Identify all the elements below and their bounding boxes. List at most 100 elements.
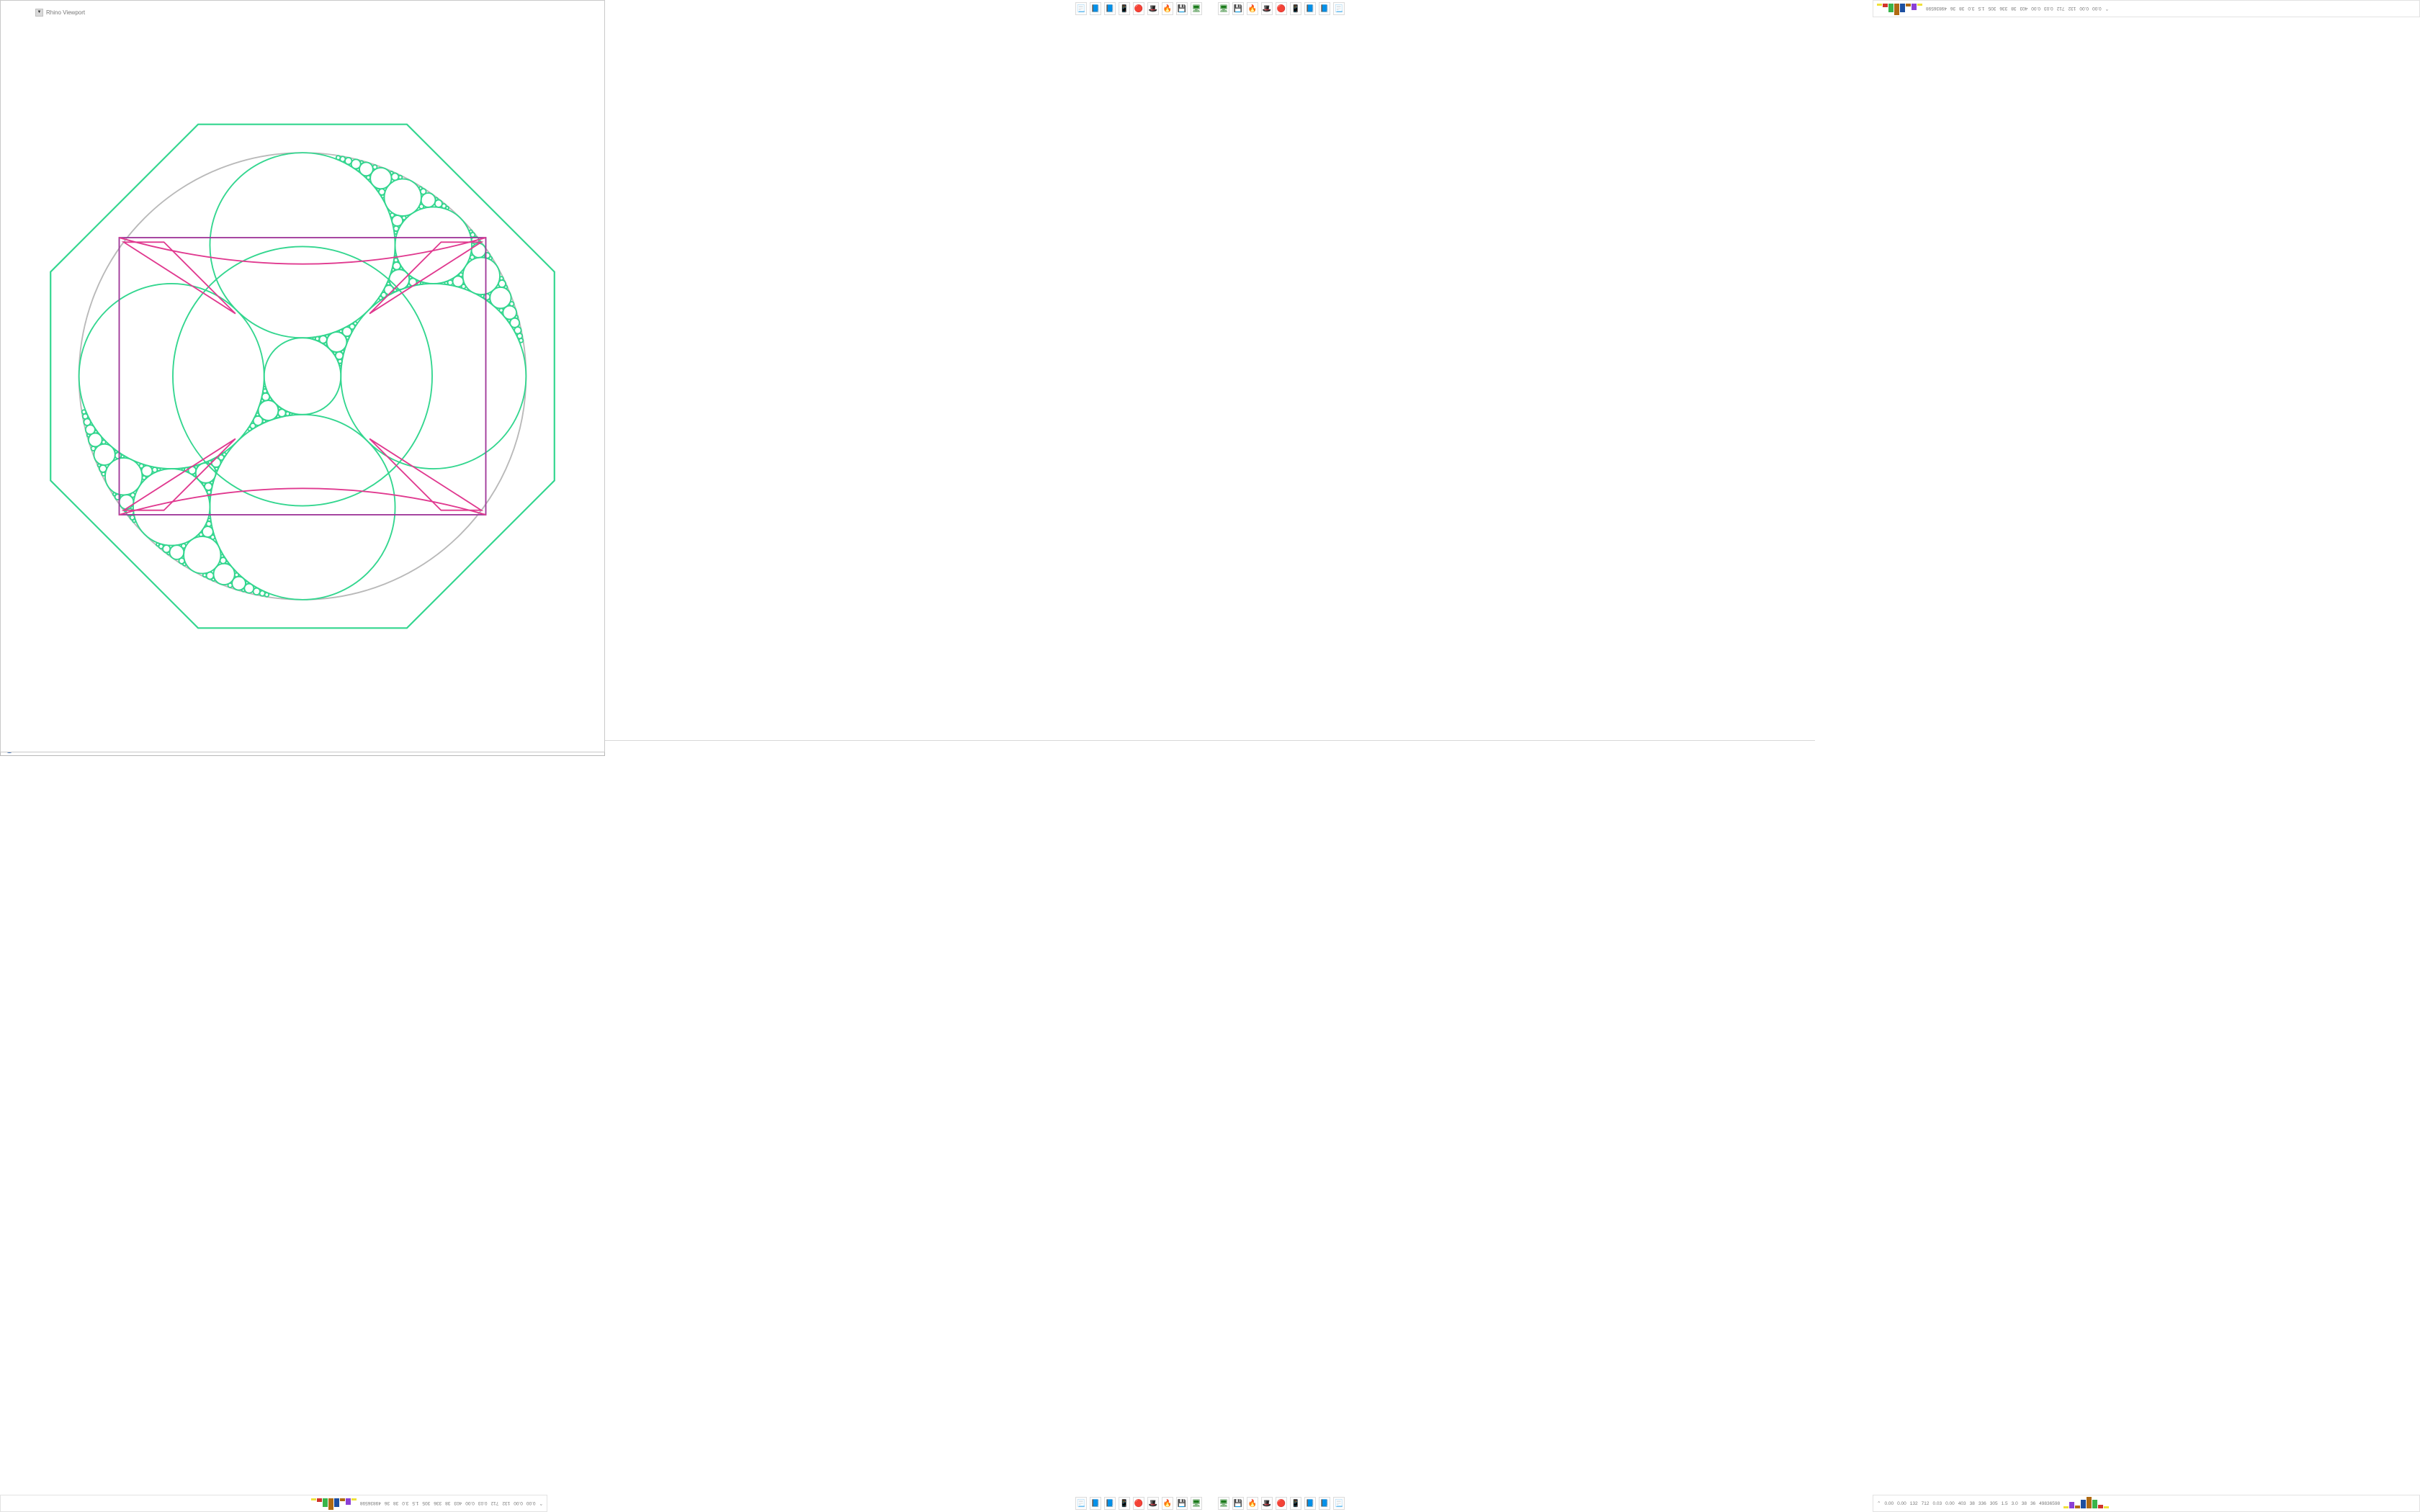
tray-stat-7: 38 [445,1500,451,1506]
tray-stat-13: 36 [384,1500,390,1506]
sparkline-bar [1894,4,1899,15]
tray-stat-8: 336 [1999,6,2008,12]
tray-stat-7: 38 [2011,6,2017,12]
taskbar-fire-icon-mirror[interactable]: 🔥 [1247,2,1258,15]
taskbar-calc-icon-mirror[interactable]: 📱 [1290,1497,1301,1510]
tray-stat-5: 0.00 [2031,6,2040,12]
tray-stat-3: 712 [1921,1500,1930,1506]
viewport-tab[interactable]: ▼ Rhino Viewport [35,8,86,17]
taskbar-green-terminal-icon-mirror[interactable]: 🖥 [1218,1497,1229,1510]
outer-hull [50,123,555,629]
system-tray-bottom-left[interactable]: ⌃ 0.00 0.00 132 712 0.03 0.00 403 38 336 305 1.5 3.0… [0,1495,547,1512]
taskbar-docs2-icon[interactable]: 📘 [1104,2,1116,15]
tray-stat-10: 1.5 [412,1500,419,1506]
taskbar-red-app-icon[interactable]: 🔴 [1133,2,1144,15]
tray-stat-7: 38 [1969,1500,1975,1506]
tray-expand-icon[interactable]: ⌃ [539,1500,543,1506]
tray-stat-12: 38 [1959,6,1965,12]
sparkline-bar [2092,1500,2098,1508]
sparkline-bar [316,1498,322,1502]
tray-sparkline [2063,1497,2110,1508]
taskbar-notes-icon-mirror[interactable]: 📃 [1333,1497,1345,1510]
system-tray-bottom-right[interactable]: ⌃ 0.00 0.00 132 712 0.03 0.00 403 38 336 305 1.5 3.0… [1873,1495,2420,1512]
gasket-circles [78,152,527,600]
tray-stat-14: 49836598 [359,1500,381,1506]
taskbar-floppy-icon[interactable]: 💾 [1176,1497,1188,1510]
taskbar-dark-app-icon-mirror[interactable]: 🎩 [1261,2,1273,15]
taskbar-dark-app-icon[interactable]: 🎩 [1147,1497,1159,1510]
chevron-down-icon[interactable]: ▼ [35,8,43,17]
tray-stat-2: 132 [1909,1500,1918,1506]
tray-stat-6: 403 [1958,1500,1966,1506]
taskbar-green-terminal-icon[interactable]: 🖥 [1191,2,1202,15]
tray-stat-9: 305 [1989,1500,1998,1506]
taskbar-docs-icon-mirror[interactable]: 📘 [1319,1497,1330,1510]
taskbar-floppy-icon-mirror[interactable]: 💾 [1232,1497,1244,1510]
taskbar-notes-icon[interactable]: 📃 [1075,1497,1087,1510]
tray-expand-icon[interactable]: ⌃ [1877,1501,1881,1506]
taskbar-red-app-icon[interactable]: 🔴 [1133,1497,1144,1510]
tray-stat-1: 0.00 [1897,1500,1906,1506]
sparkline-bar [333,1498,339,1507]
sparkline-bar [351,1498,357,1500]
sparkline-bar [1906,4,1911,6]
sparkline-bar [310,1498,316,1500]
sparkline-bar [1912,4,1917,10]
tray-stat-3: 712 [490,1500,499,1506]
system-tray-top-right[interactable]: ⌃ 0.00 0.00 132 712 0.03 0.00 403 38 336 305 1.5 3.0… [1873,0,2420,17]
taskbar-dark-app-icon[interactable]: 🎩 [1147,2,1159,15]
tray-stat-0: 0.00 [526,1500,536,1506]
rhino-viewport-bottom-right[interactable]: ▼ Rhino Viewport [0,0,605,752]
taskbar-notes-icon-mirror[interactable]: 📃 [1333,2,1345,15]
taskbar-calc-icon[interactable]: 📱 [1119,2,1130,15]
viewport-tab-label: Rhino Viewport [46,9,86,16]
taskbar-fire-icon[interactable]: 🔥 [1162,1497,1173,1510]
taskbar-docs2-icon-mirror[interactable]: 📘 [1304,1497,1316,1510]
tray-stat-0: 0.00 [2092,6,2102,12]
taskbar-calc-icon-mirror[interactable]: 📱 [1290,2,1301,15]
taskbar-docs2-icon-mirror[interactable]: 📘 [1304,2,1316,15]
tray-stat-3: 712 [2056,6,2065,12]
taskbar-dark-app-icon-mirror[interactable]: 🎩 [1261,1497,1273,1510]
tray-stat-14: 49836598 [1926,6,1947,12]
tray-stat-4: 0.03 [2043,6,2053,12]
taskbar-green-terminal-icon[interactable]: 🖥 [1191,1497,1202,1510]
tray-stat-12: 38 [2021,1500,2027,1506]
tray-stat-12: 38 [393,1500,399,1506]
tray-stat-11: 3.0 [2011,1500,2018,1506]
taskbar-fire-icon[interactable]: 🔥 [1162,2,1173,15]
viewport-tab-bar[interactable]: ▼ Rhino Viewport [1,1,604,24]
taskbar-red-app-icon-mirror[interactable]: 🔴 [1276,2,1287,15]
taskbar-fire-icon-mirror[interactable]: 🔥 [1247,1497,1258,1510]
sparkline-bar [1883,4,1888,7]
tray-stat-0: 0.00 [1884,1500,1894,1506]
tray-stat-13: 36 [2030,1500,2036,1506]
tray-stat-1: 0.00 [2079,6,2089,12]
sparkline-bar [1877,4,1882,6]
sparkline-bar [339,1498,345,1501]
taskbar-docs-icon[interactable]: 📘 [1090,2,1101,15]
tray-stat-4: 0.03 [478,1500,488,1506]
tray-sparkline [1877,4,1922,15]
taskbar-docs-icon-mirror[interactable]: 📘 [1319,2,1330,15]
tray-stat-9: 305 [422,1500,431,1506]
construction-lines [118,237,487,516]
taskbar-floppy-icon[interactable]: 💾 [1176,2,1188,15]
taskbar-notes-icon[interactable]: 📃 [1075,2,1087,15]
tray-stat-6: 403 [2020,6,2028,12]
taskbar-green-terminal-icon-mirror[interactable]: 🖥 [1218,2,1229,15]
tray-stat-13: 36 [1950,6,1956,12]
taskbar-docs-icon[interactable]: 📘 [1090,1497,1101,1510]
sparkline-bar [328,1498,333,1510]
tray-stat-10: 1.5 [1978,6,1985,12]
tray-expand-icon[interactable]: ⌃ [2105,6,2110,11]
fractal-canvas [1,1,604,752]
taskbar-calc-icon[interactable]: 📱 [1119,1497,1130,1510]
sparkline-bar [1888,4,1894,12]
taskbar-red-app-icon-mirror[interactable]: 🔴 [1276,1497,1287,1510]
sparkline-bar [2098,1505,2104,1508]
taskbar-docs2-icon[interactable]: 📘 [1104,1497,1116,1510]
taskbar-floppy-icon-mirror[interactable]: 💾 [1232,2,1244,15]
sparkline-bar [2081,1500,2087,1508]
